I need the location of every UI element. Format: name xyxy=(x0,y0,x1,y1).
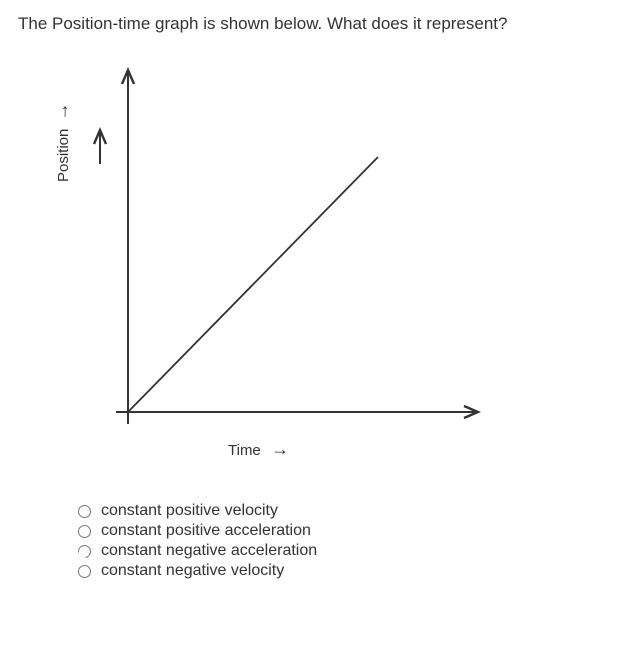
radio-icon[interactable] xyxy=(78,525,91,538)
arrow-right-icon: → xyxy=(52,102,73,120)
option-row[interactable]: constant negative acceleration xyxy=(78,542,623,560)
arrow-right-icon: → xyxy=(271,439,289,460)
x-axis-label: Time → xyxy=(228,439,289,460)
options-list: constant positive velocity constant posi… xyxy=(78,502,623,580)
option-label: constant positive velocity xyxy=(101,502,278,520)
radio-icon[interactable] xyxy=(78,505,91,518)
option-label: constant negative velocity xyxy=(101,562,284,580)
option-row[interactable]: constant positive velocity xyxy=(78,502,623,520)
data-line xyxy=(128,157,378,412)
y-axis-label-text: Position xyxy=(55,129,72,182)
question-text: The Position-time graph is shown below. … xyxy=(18,14,623,34)
y-axis-label: Position → xyxy=(52,102,73,182)
radio-icon[interactable] xyxy=(78,565,91,578)
option-label: constant negative acceleration xyxy=(101,542,317,560)
position-time-chart: Position → Time → xyxy=(48,52,488,462)
graph-svg xyxy=(88,52,488,442)
option-row[interactable]: constant positive acceleration xyxy=(78,522,623,540)
radio-icon[interactable] xyxy=(75,542,93,560)
option-label: constant positive acceleration xyxy=(101,522,311,540)
x-axis-label-text: Time xyxy=(228,442,261,459)
option-row[interactable]: constant negative velocity xyxy=(78,562,623,580)
